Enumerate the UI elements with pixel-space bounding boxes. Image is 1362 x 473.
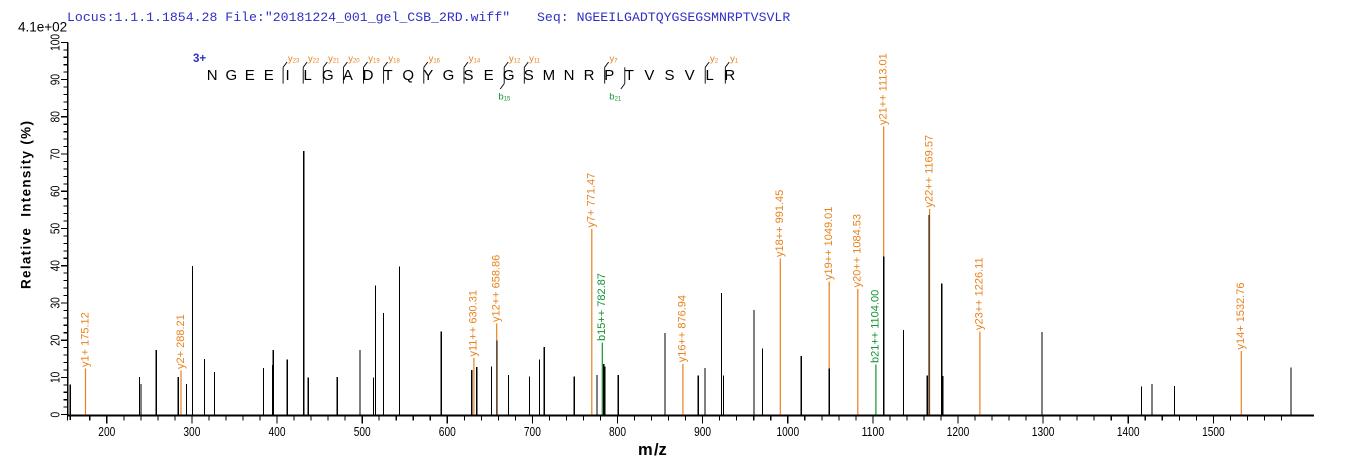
svg-text:L: L [706, 67, 714, 84]
svg-text:60: 60 [47, 186, 62, 197]
svg-text:T: T [625, 67, 634, 84]
svg-text:y7+ 771.47: y7+ 771.47 [586, 173, 598, 228]
svg-text:80: 80 [47, 111, 62, 122]
svg-text:y18++ 991.45: y18++ 991.45 [774, 190, 786, 257]
svg-text:E: E [245, 67, 255, 84]
svg-text:I: I [286, 67, 290, 84]
svg-text:y21: y21 [328, 54, 340, 65]
svg-text:1000: 1000 [777, 424, 800, 439]
svg-text:S: S [463, 67, 473, 84]
svg-text:G: G [322, 67, 334, 84]
svg-text:y20: y20 [348, 54, 360, 65]
svg-text:Y: Y [423, 67, 433, 84]
svg-text:Relative Intensity (%): Relative Intensity (%) [19, 121, 34, 289]
svg-text:D: D [363, 67, 374, 84]
svg-text:Seq: NGEEILGADTQYGSEGSMNRPTVSV: Seq: NGEEILGADTQYGSEGSMNRPTVSVLR [537, 10, 790, 25]
svg-text:800: 800 [609, 424, 626, 439]
svg-text:600: 600 [439, 424, 456, 439]
svg-text:y2+ 288.21: y2+ 288.21 [175, 314, 187, 369]
svg-text:b15++ 782.87: b15++ 782.87 [596, 273, 608, 341]
svg-text:1400: 1400 [1117, 424, 1140, 439]
svg-text:y21++ 1113.01: y21++ 1113.01 [878, 53, 890, 125]
svg-text:y1+ 175.12: y1+ 175.12 [79, 312, 91, 367]
svg-text:A: A [343, 67, 353, 84]
svg-text:90: 90 [47, 74, 62, 85]
svg-text:400: 400 [269, 424, 286, 439]
svg-text:L: L [304, 67, 312, 84]
svg-text:y22: y22 [308, 54, 320, 65]
svg-text:10: 10 [47, 372, 62, 383]
svg-text:Q: Q [402, 67, 414, 84]
svg-text:300: 300 [183, 424, 200, 439]
svg-text:y2: y2 [710, 54, 719, 65]
svg-text:Locus:1.1.1.1854.28 File:"2018: Locus:1.1.1.1854.28 File:"20181224_001_g… [67, 10, 510, 25]
svg-text:b21: b21 [609, 92, 622, 103]
svg-text:50: 50 [47, 223, 62, 234]
svg-text:V: V [685, 67, 695, 84]
svg-text:70: 70 [47, 148, 62, 159]
svg-text:y7: y7 [610, 54, 619, 65]
svg-text:V: V [644, 67, 654, 84]
svg-text:y11: y11 [529, 54, 541, 65]
svg-text:y22++ 1169.57: y22++ 1169.57 [923, 135, 935, 208]
svg-text:y23: y23 [288, 54, 300, 65]
svg-text:m/z: m/z [638, 441, 667, 459]
svg-text:N: N [207, 67, 218, 84]
svg-text:3+: 3+ [193, 53, 206, 65]
svg-text:G: G [503, 67, 515, 84]
svg-text:40: 40 [47, 260, 62, 271]
svg-text:y20++ 1084.53: y20++ 1084.53 [852, 214, 864, 287]
svg-text:30: 30 [47, 297, 62, 308]
svg-text:b15: b15 [498, 92, 511, 103]
svg-text:b21++ 1104.00: b21++ 1104.00 [870, 290, 882, 363]
svg-text:y19++ 1049.01: y19++ 1049.01 [823, 207, 835, 280]
svg-text:1100: 1100 [862, 424, 885, 439]
svg-text:y16: y16 [429, 54, 441, 65]
svg-text:E: E [484, 67, 494, 84]
svg-text:200: 200 [98, 424, 115, 439]
svg-text:S: S [524, 67, 534, 84]
svg-text:y14: y14 [469, 54, 481, 65]
svg-text:4.1e+02: 4.1e+02 [18, 20, 67, 35]
svg-text:S: S [664, 67, 674, 84]
svg-text:R: R [724, 67, 735, 84]
svg-text:M: M [543, 67, 556, 84]
svg-text:y23++ 1226.11: y23++ 1226.11 [974, 257, 986, 330]
svg-text:700: 700 [524, 424, 541, 439]
svg-text:1200: 1200 [947, 424, 970, 439]
svg-text:y1: y1 [730, 54, 739, 65]
svg-text:1500: 1500 [1202, 424, 1225, 439]
svg-text:100: 100 [47, 34, 62, 51]
svg-text:y18: y18 [388, 54, 400, 65]
svg-text:y12++ 658.86: y12++ 658.86 [491, 255, 503, 322]
svg-text:G: G [443, 67, 455, 84]
svg-text:y16++ 876.94: y16++ 876.94 [677, 295, 689, 362]
svg-text:E: E [264, 67, 274, 84]
svg-text:0: 0 [47, 412, 62, 418]
svg-text:y12: y12 [509, 54, 521, 65]
svg-text:y19: y19 [368, 54, 380, 65]
svg-text:P: P [604, 67, 614, 84]
svg-text:N: N [564, 67, 575, 84]
svg-text:T: T [384, 67, 393, 84]
svg-text:1300: 1300 [1032, 424, 1055, 439]
svg-text:R: R [584, 67, 595, 84]
svg-text:y14+ 1532.76: y14+ 1532.76 [1235, 283, 1247, 350]
svg-text:900: 900 [694, 424, 711, 439]
svg-text:500: 500 [354, 424, 371, 439]
svg-text:y11++ 630.31: y11++ 630.31 [468, 290, 480, 356]
svg-text:20: 20 [47, 335, 62, 346]
svg-text:G: G [225, 67, 237, 84]
